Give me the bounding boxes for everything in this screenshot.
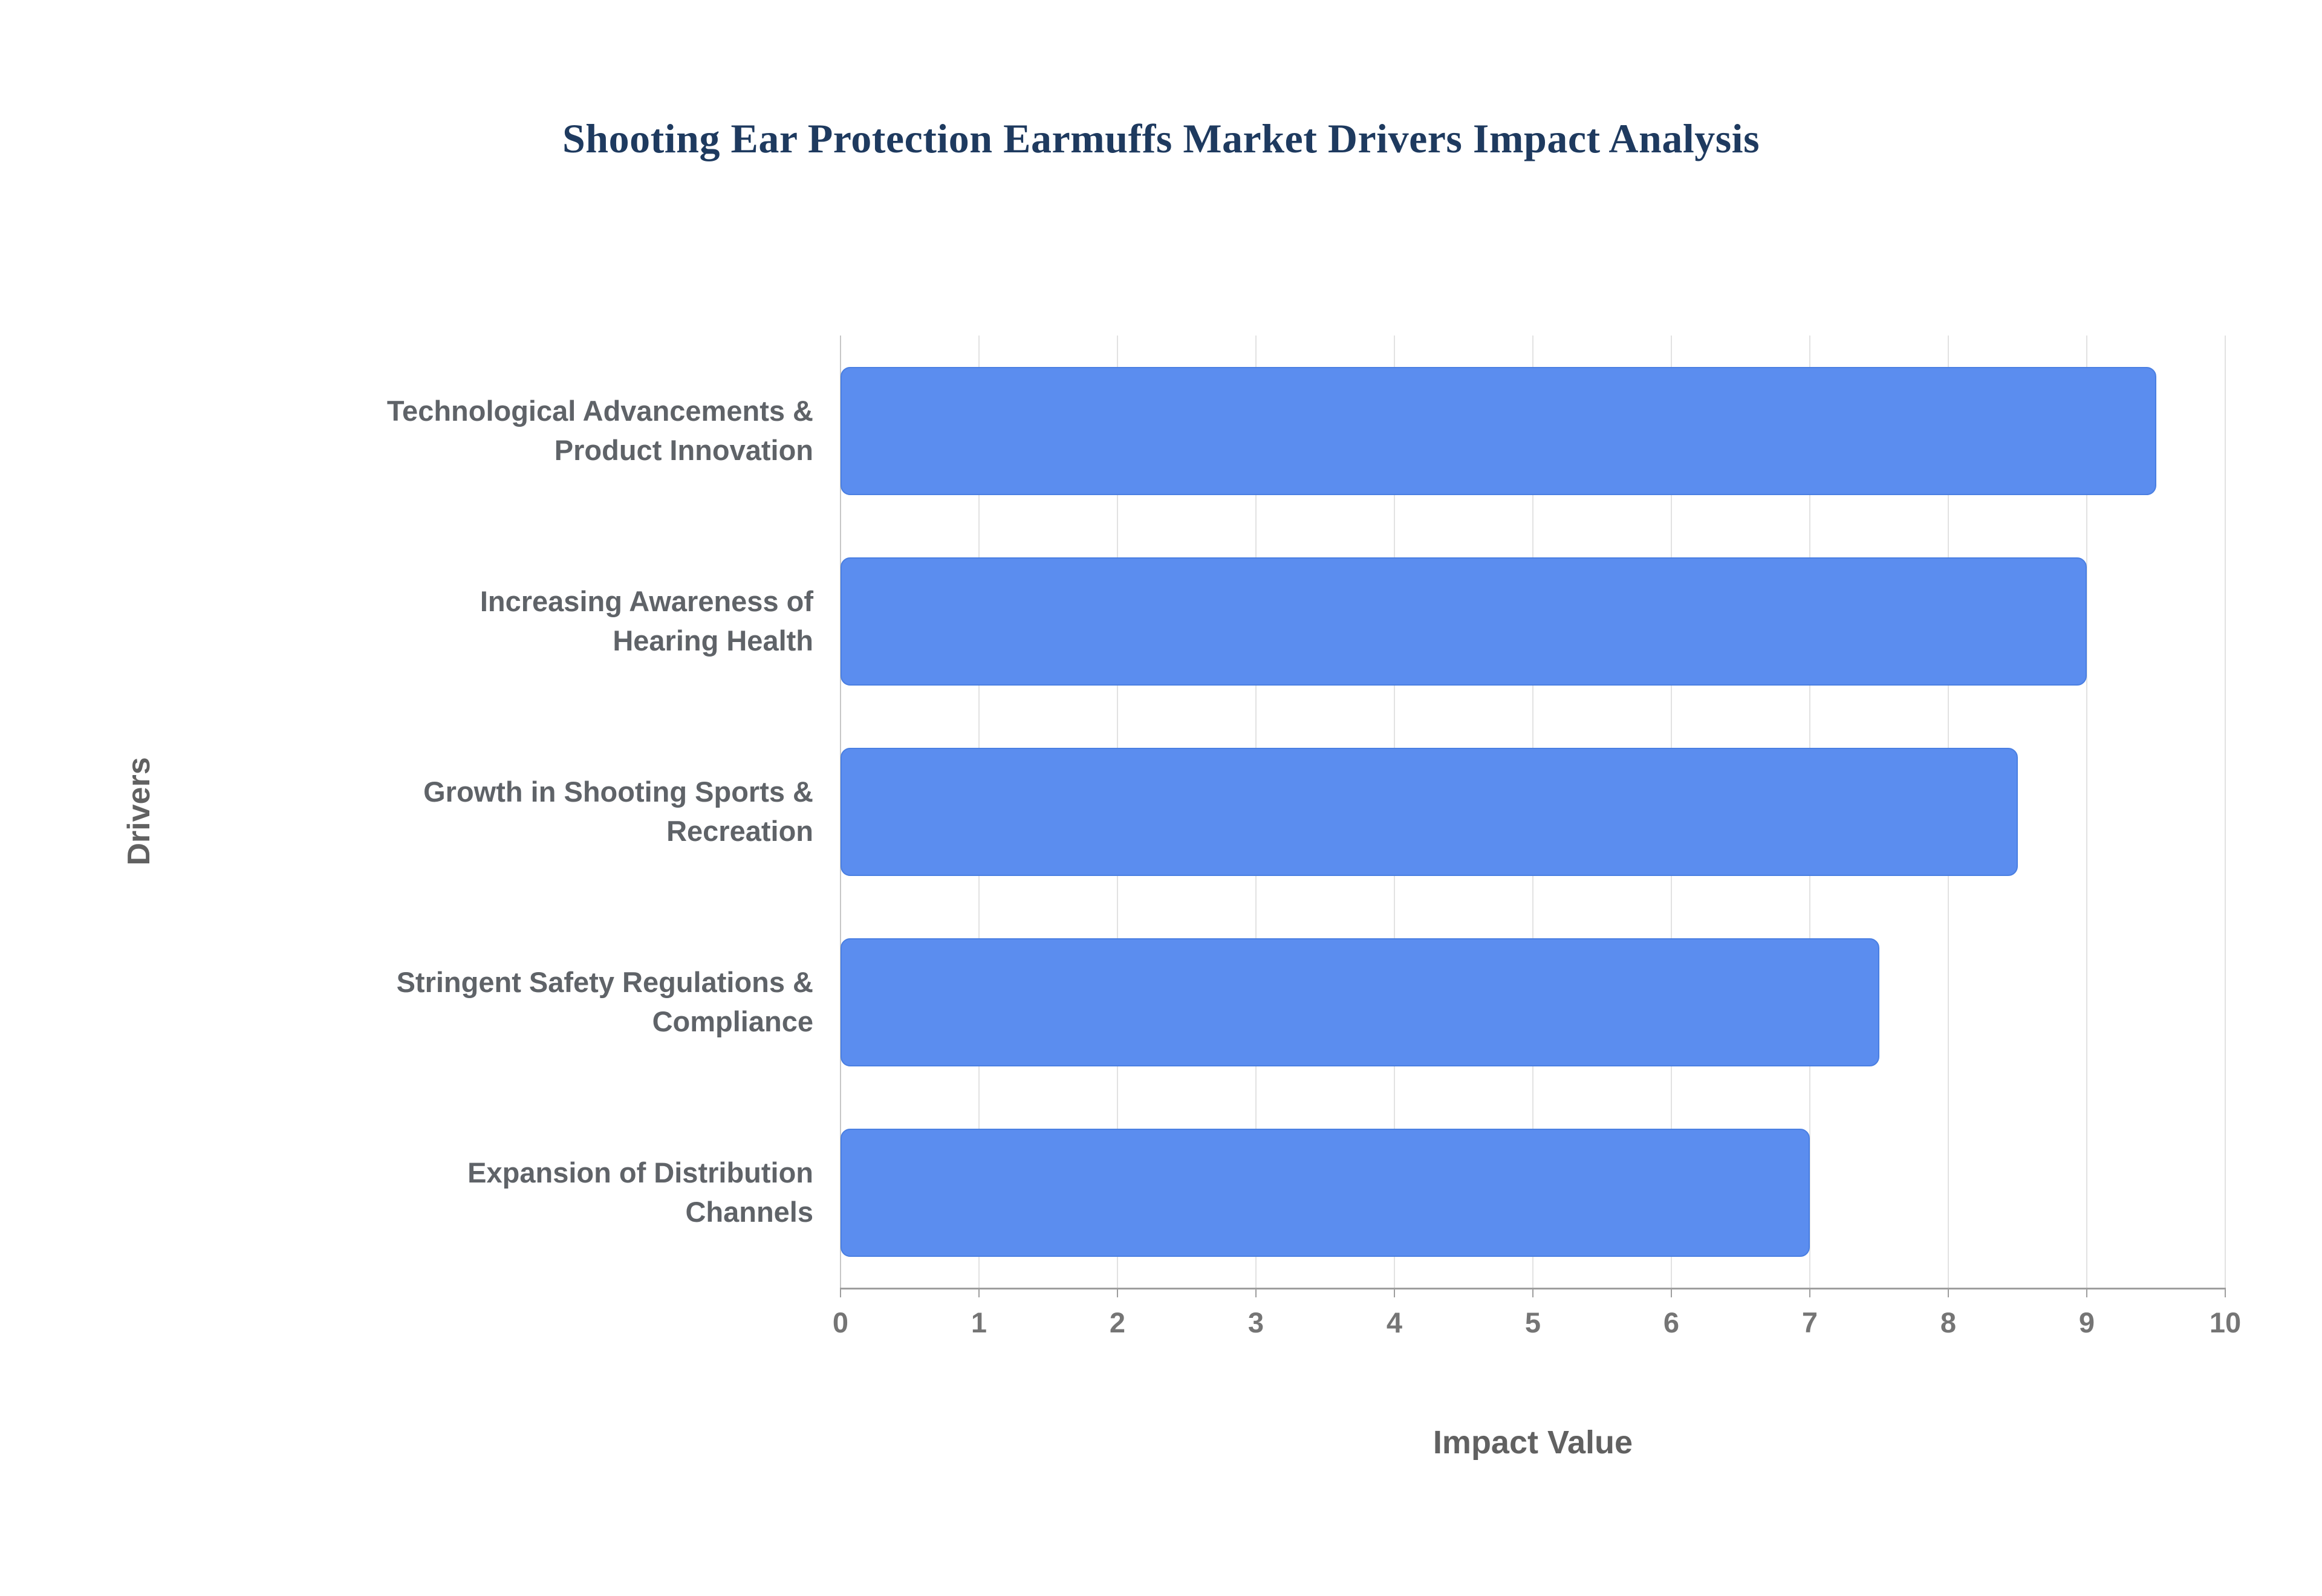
x-tick-mark-5 xyxy=(1532,1288,1533,1297)
category-label-3: Stringent Safety Regulations & Compliance xyxy=(181,907,813,1097)
x-tick-mark-6 xyxy=(1671,1288,1672,1297)
x-tick-label-10: 10 xyxy=(2209,1306,2242,1338)
category-label-line: Stringent Safety Regulations & xyxy=(396,965,813,998)
gridline-x-9 xyxy=(2086,336,2087,1288)
x-tick-mark-3 xyxy=(1255,1288,1257,1297)
x-axis-title: Impact Value xyxy=(1433,1424,1633,1461)
x-tick-mark-0 xyxy=(840,1288,841,1297)
x-tick-mark-10 xyxy=(2225,1288,2226,1297)
x-tick-label-6: 6 xyxy=(1663,1306,1680,1338)
bar-1 xyxy=(841,557,2087,686)
plot-area xyxy=(840,336,2226,1289)
category-labels: Technological Advancements & Product Inno… xyxy=(181,336,813,1288)
x-tick-label-8: 8 xyxy=(1940,1306,1957,1338)
bar-3 xyxy=(841,938,1879,1066)
x-tick-mark-9 xyxy=(2086,1288,2087,1297)
category-label-4: Expansion of Distribution Channels xyxy=(181,1097,813,1288)
chart-title: Shooting Ear Protection Earmuffs Market … xyxy=(562,115,1760,161)
x-tick-label-9: 9 xyxy=(2078,1306,2095,1338)
x-tick-label-4: 4 xyxy=(1386,1306,1403,1338)
x-tick-label-1: 1 xyxy=(971,1306,987,1338)
category-label-2: Growth in Shooting Sports & Recreation xyxy=(181,716,813,907)
category-label-1: Increasing Awareness of Hearing Health xyxy=(181,526,813,716)
category-label-line: Technological Advancements & xyxy=(386,394,813,427)
x-tick-mark-2 xyxy=(1117,1288,1118,1297)
category-label-line: Growth in Shooting Sports & xyxy=(423,775,813,808)
x-tick-label-5: 5 xyxy=(1524,1306,1541,1338)
x-axis-ticks: 0 1 2 3 4 5 6 7 8 9 10 xyxy=(833,1306,2241,1348)
category-label-line: Compliance xyxy=(652,1005,813,1037)
x-tick-mark-1 xyxy=(978,1288,980,1297)
x-tick-label-0: 0 xyxy=(832,1306,849,1338)
bar-4 xyxy=(841,1128,1810,1257)
bar-0 xyxy=(841,366,2156,495)
category-label-line: Expansion of Distribution xyxy=(467,1156,813,1189)
x-tick-label-2: 2 xyxy=(1109,1306,1126,1338)
category-label-line: Increasing Awareness of xyxy=(480,585,813,617)
category-label-line: Recreation xyxy=(666,814,813,847)
x-tick-label-3: 3 xyxy=(1247,1306,1264,1338)
x-tick-mark-4 xyxy=(1394,1288,1395,1297)
x-tick-mark-7 xyxy=(1809,1288,1810,1297)
bar-2 xyxy=(841,747,2018,876)
gridline-x-10 xyxy=(2225,336,2226,1288)
y-axis-title: Drivers xyxy=(122,757,157,866)
x-tick-mark-8 xyxy=(1948,1288,1949,1297)
x-tick-label-7: 7 xyxy=(1801,1306,1818,1338)
category-label-line: Hearing Health xyxy=(613,624,813,657)
category-label-line: Channels xyxy=(685,1195,813,1228)
category-label-line: Product Innovation xyxy=(554,433,813,466)
category-label-0: Technological Advancements & Product Inno… xyxy=(181,336,813,526)
